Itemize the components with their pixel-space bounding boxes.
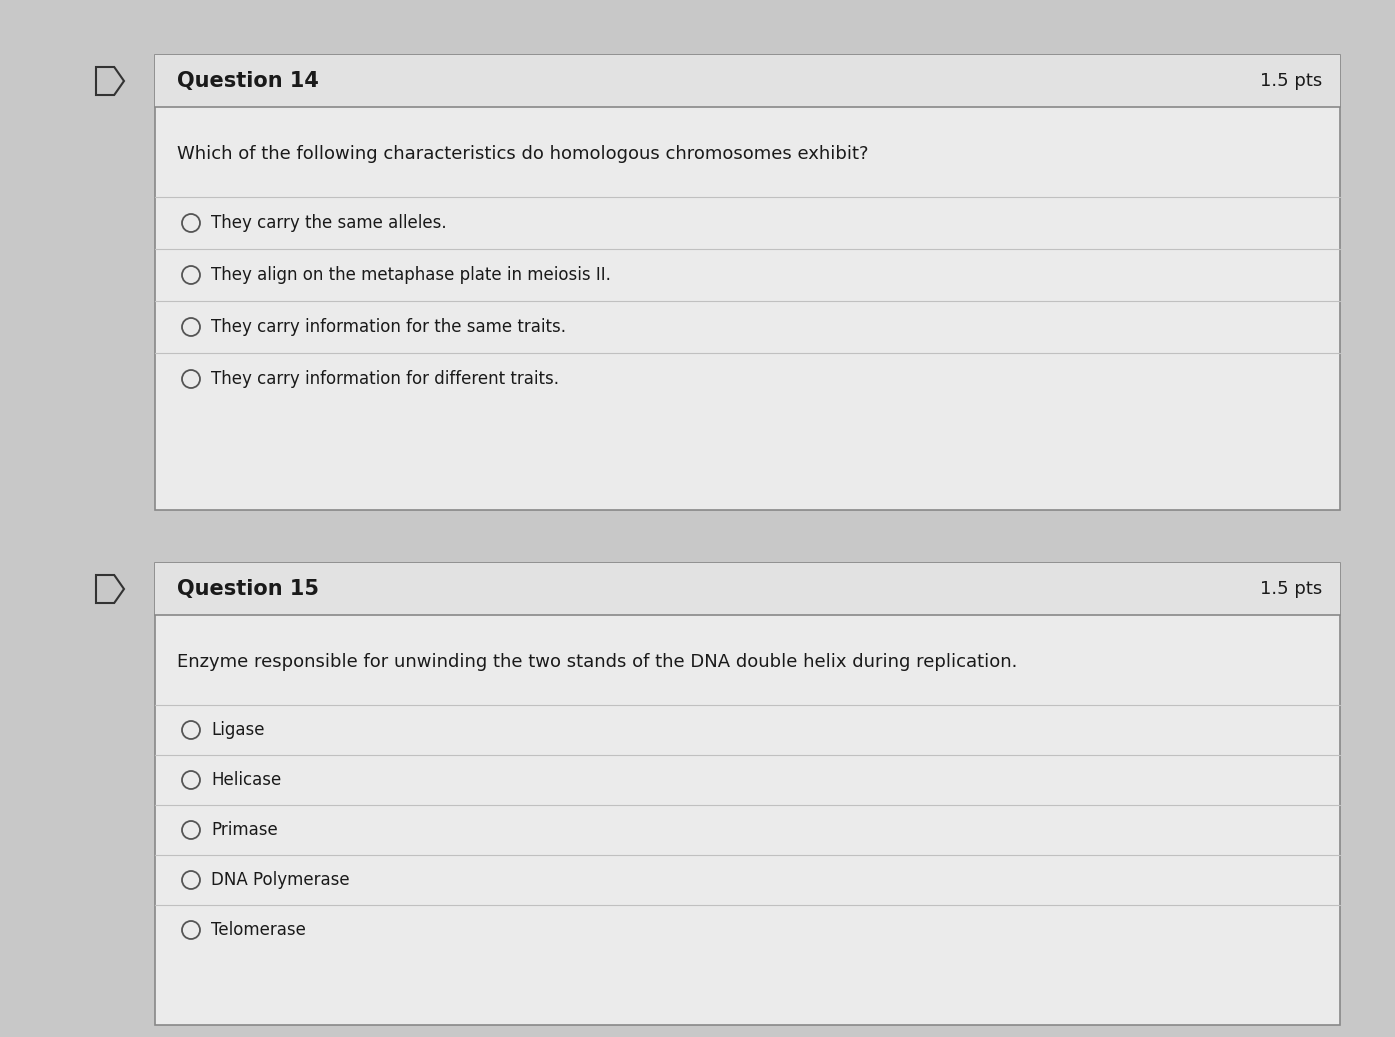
- Text: Question 15: Question 15: [177, 579, 319, 599]
- Text: They carry information for different traits.: They carry information for different tra…: [211, 370, 559, 388]
- Text: They carry the same alleles.: They carry the same alleles.: [211, 214, 446, 232]
- FancyBboxPatch shape: [155, 563, 1341, 1025]
- Text: They carry information for the same traits.: They carry information for the same trai…: [211, 318, 566, 336]
- Text: Enzyme responsible for unwinding the two stands of the DNA double helix during r: Enzyme responsible for unwinding the two…: [177, 653, 1017, 671]
- Text: They align on the metaphase plate in meiosis II.: They align on the metaphase plate in mei…: [211, 267, 611, 284]
- FancyBboxPatch shape: [155, 55, 1341, 107]
- Text: Primase: Primase: [211, 821, 278, 839]
- FancyBboxPatch shape: [155, 55, 1341, 510]
- Text: Which of the following characteristics do homologous chromosomes exhibit?: Which of the following characteristics d…: [177, 145, 869, 163]
- Text: Helicase: Helicase: [211, 770, 282, 789]
- Text: 1.5 pts: 1.5 pts: [1260, 72, 1322, 90]
- Text: Question 14: Question 14: [177, 71, 319, 91]
- Polygon shape: [96, 574, 124, 602]
- FancyBboxPatch shape: [155, 563, 1341, 615]
- Text: Ligase: Ligase: [211, 721, 265, 739]
- Text: Telomerase: Telomerase: [211, 921, 306, 938]
- Text: 1.5 pts: 1.5 pts: [1260, 580, 1322, 598]
- Text: DNA Polymerase: DNA Polymerase: [211, 871, 350, 889]
- Polygon shape: [96, 67, 124, 95]
